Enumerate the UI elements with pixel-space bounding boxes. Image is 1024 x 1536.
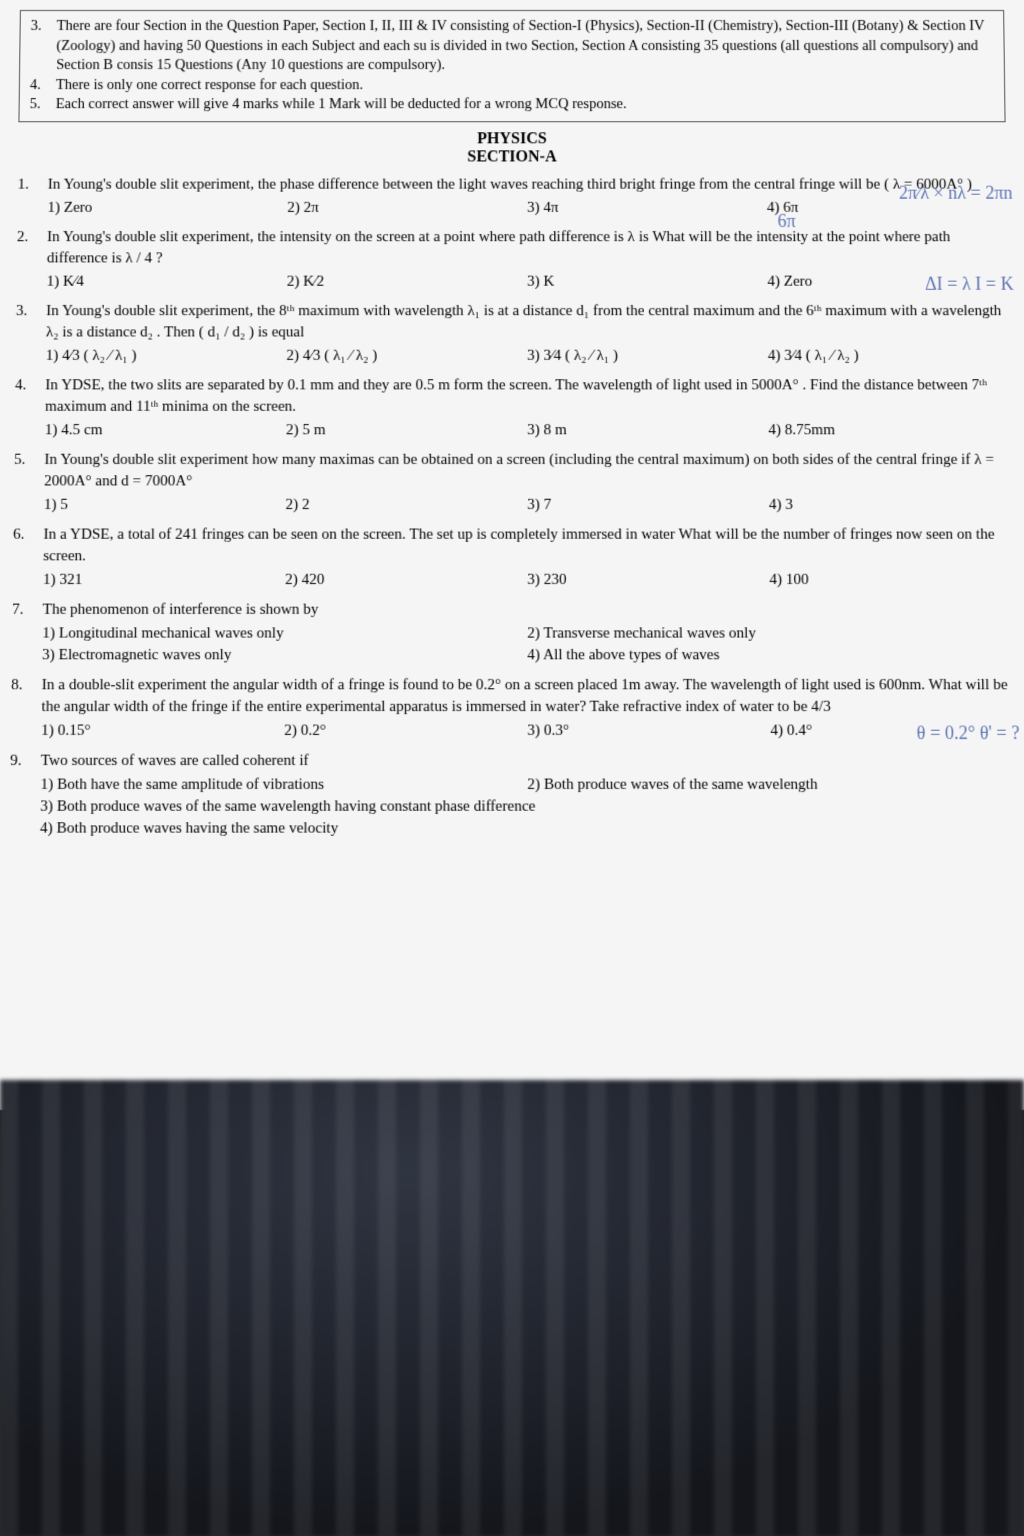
instruction-text: There is only one correct response for e… xyxy=(56,76,994,96)
question-1: 1. In Young's double slit experiment, th… xyxy=(17,174,1007,218)
option: 1) 4⁄3 ( λ₂ ⁄ λ₁ ) xyxy=(46,345,287,366)
option: 3) K xyxy=(527,271,767,292)
option: 1) 321 xyxy=(43,569,285,591)
instruction-5: 5. Each correct answer will give 4 marks… xyxy=(30,95,995,115)
question-text: In Young's double slit experiment, the i… xyxy=(47,227,1008,269)
instruction-num: 3. xyxy=(30,17,57,76)
option: 1) 0.15° xyxy=(41,720,284,742)
question-number: 5. xyxy=(13,449,44,516)
question-text: In a YDSE, a total of 241 fringes can be… xyxy=(43,524,1011,567)
option: 3) Electromagnetic waves only xyxy=(42,645,527,667)
question-number: 2. xyxy=(16,227,47,293)
instruction-text: Each correct answer will give 4 marks wh… xyxy=(56,95,995,115)
instruction-3: 3. There are four Section in the Questio… xyxy=(30,17,994,76)
option: 1) K⁄4 xyxy=(46,271,286,292)
option: 3) 7 xyxy=(527,494,769,516)
option: 2) K⁄2 xyxy=(287,271,527,292)
option: 4) 8.75mm xyxy=(768,420,1009,441)
question-8: 8. In a double-slit experiment the angul… xyxy=(10,675,1013,742)
option: 2) Transverse mechanical waves only xyxy=(527,623,1012,645)
question-9: 9. Two sources of waves are called coher… xyxy=(9,750,1015,839)
instruction-num: 4. xyxy=(30,76,56,96)
instructions-box: 3. There are four Section in the Questio… xyxy=(18,10,1005,122)
option: 4) All the above types of waves xyxy=(527,645,1012,667)
exam-page: 3. There are four Section in the Questio… xyxy=(0,0,1024,1110)
section-heading: SECTION-A xyxy=(18,148,1006,166)
question-7: 7. The phenomenon of interference is sho… xyxy=(11,599,1012,666)
question-number: 8. xyxy=(10,675,41,742)
option: 3) 0.3° xyxy=(527,720,770,742)
option: 1) 5 xyxy=(44,494,286,516)
option: 4) 3 xyxy=(769,494,1011,516)
option: 1) Zero xyxy=(47,198,287,219)
question-text: In Young's double slit experiment, the 8… xyxy=(46,301,1009,344)
instruction-4: 4. There is only one correct response fo… xyxy=(30,76,994,96)
option: 2) 2π xyxy=(287,198,527,219)
handwriting: θ = 0.2° θ' = ? xyxy=(917,720,1020,746)
option: 2) Both produce waves of the same wavele… xyxy=(527,774,1014,796)
question-text: In Young's double slit experiment how ma… xyxy=(44,449,1010,492)
question-number: 3. xyxy=(15,301,46,367)
question-4: 4. In YDSE, the two slits are separated … xyxy=(14,375,1009,441)
option: 2) 0.2° xyxy=(284,720,527,742)
question-number: 7. xyxy=(11,599,42,666)
option: 2) 420 xyxy=(285,569,527,591)
option: 4) Both produce waves having the same ve… xyxy=(40,818,1015,840)
question-5: 5. In Young's double slit experiment how… xyxy=(13,449,1010,516)
question-6: 6. In a YDSE, a total of 241 fringes can… xyxy=(12,524,1011,591)
question-number: 1. xyxy=(17,174,48,218)
handwriting: 2π⁄λ × nλ = 2πn xyxy=(899,180,1013,205)
question-text: In Young's double slit experiment, the p… xyxy=(48,174,1007,195)
option: 1) 4.5 cm xyxy=(45,420,286,441)
instruction-num: 5. xyxy=(30,95,56,115)
subject-heading: PHYSICS xyxy=(18,130,1006,148)
question-text: In YDSE, the two slits are separated by … xyxy=(45,375,1009,418)
question-text: Two sources of waves are called coherent… xyxy=(41,750,1014,772)
question-number: 4. xyxy=(14,375,45,441)
option: 2) 4⁄3 ( λ₁ ⁄ λ₂ ) xyxy=(286,345,527,366)
question-number: 6. xyxy=(12,524,43,591)
option: 3) 8 m xyxy=(527,420,768,441)
question-text: In a double-slit experiment the angular … xyxy=(41,675,1013,718)
option: 3) 4π xyxy=(527,198,767,219)
handwriting: ΔI = λ I = K xyxy=(925,271,1014,297)
question-2: 2. In Young's double slit experiment, th… xyxy=(16,227,1008,293)
option: 2) 5 m xyxy=(286,420,527,441)
question-3: 3. In Young's double slit experiment, th… xyxy=(15,301,1008,367)
option: 1) Both have the same amplitude of vibra… xyxy=(40,774,527,796)
photo-background-blur xyxy=(0,1080,1024,1536)
option: 3) 230 xyxy=(527,569,769,591)
option: 4) 100 xyxy=(769,569,1011,591)
question-text: The phenomenon of interference is shown … xyxy=(42,599,1012,621)
option: 4) 3⁄4 ( λ₁ ⁄ λ₂ ) xyxy=(768,345,1009,366)
option: 3) Both produce waves of the same wavele… xyxy=(40,796,1014,818)
instruction-text: There are four Section in the Question P… xyxy=(56,17,994,76)
option: 2) 2 xyxy=(285,494,527,516)
option: 3) 3⁄4 ( λ₂ ⁄ λ₁ ) xyxy=(527,345,768,366)
question-number: 9. xyxy=(9,750,41,839)
option: 1) Longitudinal mechanical waves only xyxy=(42,623,527,645)
